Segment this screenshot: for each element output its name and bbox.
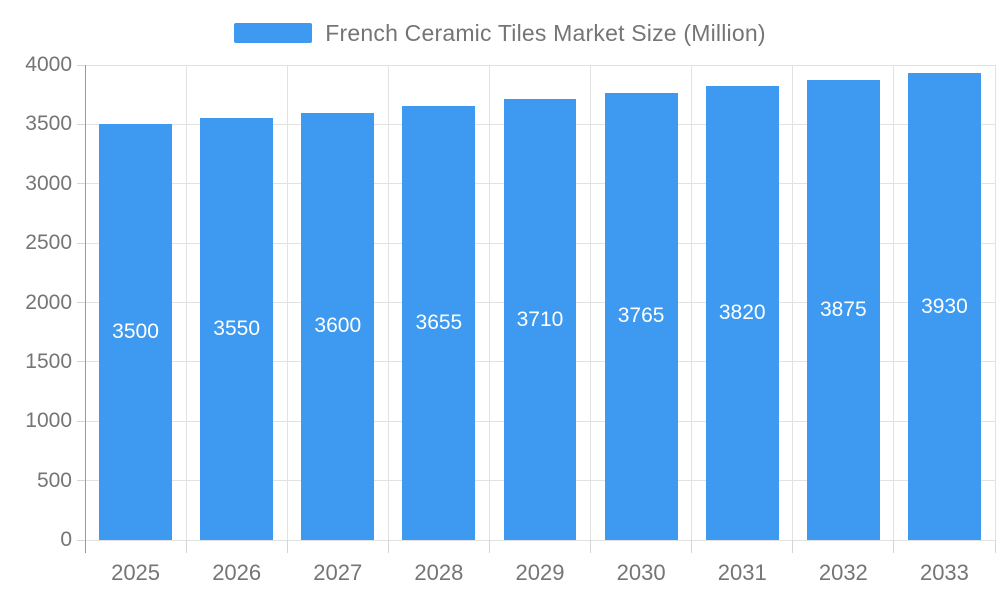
- x-tick-mark: [792, 540, 794, 553]
- x-tick-mark: [994, 540, 996, 553]
- y-axis-tick-label: 500: [36, 468, 72, 492]
- y-axis-tick-label: 4000: [25, 53, 72, 76]
- x-tick-mark: [893, 540, 895, 553]
- x-axis-tick-label: 2029: [515, 560, 565, 585]
- y-axis-tick-label: 2000: [25, 290, 72, 314]
- bar-value-label: 3655: [415, 310, 463, 334]
- y-axis-tick-label: 2500: [25, 231, 72, 255]
- y-axis-tick-label: 3000: [25, 171, 72, 195]
- bar: 3765: [604, 92, 678, 540]
- bar: 3500: [99, 124, 172, 540]
- y-tick-mark: [77, 302, 85, 303]
- bar: 3550: [200, 118, 274, 540]
- chart-title: French Ceramic Tiles Market Size (Millio…: [325, 19, 766, 46]
- x-gridline: [792, 65, 794, 540]
- x-tick-mark: [185, 540, 187, 553]
- x-gridline: [994, 65, 996, 540]
- bar-value-label: 3875: [819, 297, 867, 321]
- x-gridline: [286, 65, 288, 540]
- x-axis-tick-label: 2030: [616, 560, 666, 585]
- y-tick-mark: [77, 420, 85, 422]
- x-axis-tick-label: 2028: [414, 560, 464, 585]
- x-axis-tick-label: 2033: [919, 560, 969, 585]
- x-axis-tick-label: 2032: [818, 560, 868, 585]
- plot-area: 3500 3550 3600 3655 3710 3765 3820 3875 3930: [77, 64, 996, 553]
- y-tick-mark: [77, 183, 85, 185]
- bar: 3820: [705, 86, 779, 540]
- x-gridline: [185, 65, 187, 540]
- x-tick-mark: [488, 540, 490, 553]
- bar-value-label: 3765: [617, 304, 665, 328]
- y-tick-mark: [77, 539, 85, 541]
- x-tick-mark: [590, 540, 592, 553]
- x-gridline: [590, 65, 592, 540]
- y-tick-mark: [77, 64, 85, 66]
- bar-value-label: 3930: [921, 294, 968, 318]
- y-tick-mark: [77, 361, 85, 363]
- y-axis-tick-label: 1500: [25, 349, 72, 373]
- x-axis-tick-label: 2027: [313, 560, 363, 585]
- x-tick-mark: [691, 540, 693, 553]
- chart-legend[interactable]: French Ceramic Tiles Market Size (Millio…: [0, 20, 1000, 46]
- bar-value-label: 3820: [718, 301, 766, 325]
- y-axis-tick-label: 3500: [25, 112, 72, 136]
- bar: 3930: [908, 73, 981, 540]
- bar-value-label: 3600: [314, 314, 362, 338]
- x-tick-mark: [286, 540, 288, 553]
- bar-value-label: 3500: [112, 320, 159, 344]
- x-axis-tick-label: 2031: [717, 560, 767, 585]
- x-gridline: [387, 65, 389, 540]
- x-gridline: [893, 65, 895, 540]
- x-gridline: [691, 65, 693, 540]
- x-tick-mark: [387, 540, 389, 553]
- y-tick-mark: [77, 123, 85, 125]
- y-tick-mark: [77, 480, 85, 482]
- x-axis-tick-label: 2026: [212, 560, 262, 585]
- bar: 3655: [402, 105, 476, 540]
- x-gridline: [488, 65, 490, 540]
- bar: 3710: [503, 99, 577, 540]
- bar: 3600: [301, 112, 375, 540]
- y-gridline: [85, 64, 995, 66]
- y-axis-tick-label: 1000: [25, 409, 72, 433]
- y-axis-tick-label: 0: [60, 528, 72, 551]
- bar: 3875: [806, 79, 880, 540]
- bar-value-label: 3710: [516, 307, 564, 331]
- bar-value-label: 3550: [213, 317, 261, 341]
- x-axis-tick-label: 2025: [111, 560, 161, 585]
- y-gridline: [85, 539, 995, 541]
- y-tick-mark: [77, 242, 85, 244]
- legend-swatch-icon: [234, 23, 313, 43]
- y-axis-line: [85, 65, 86, 553]
